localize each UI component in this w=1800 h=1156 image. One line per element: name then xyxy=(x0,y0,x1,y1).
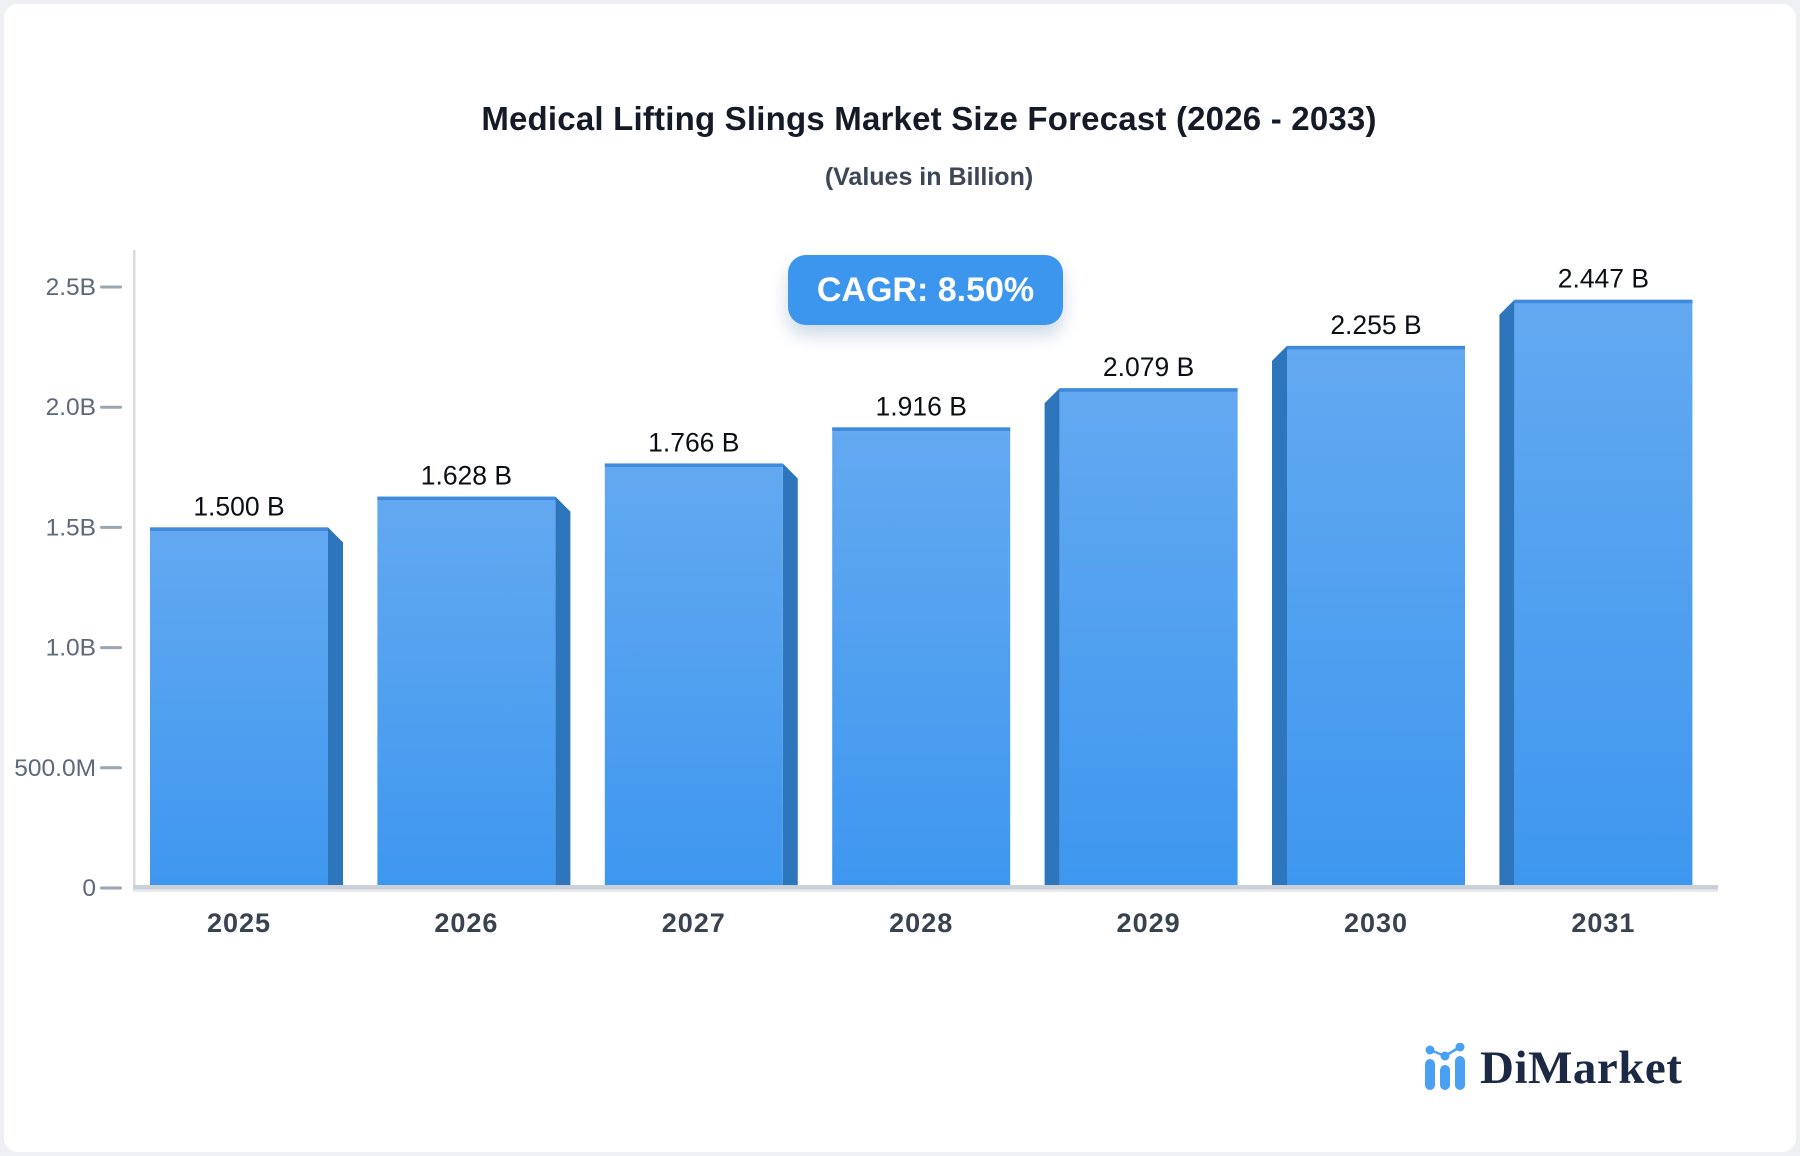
bar-value-label: 2.255 B xyxy=(1330,310,1421,340)
x-tick-label: 2025 xyxy=(207,908,271,938)
chart-canvas: 2.5B 2.0B 1.5B 1.0B 500.0M 0 1.500 B 2025 1.628 … xyxy=(4,4,1796,1152)
bar xyxy=(377,496,556,888)
y-tick-label: 1.0B xyxy=(46,635,96,662)
bar-value-label: 1.766 B xyxy=(648,427,739,457)
bar xyxy=(1287,345,1465,888)
dimarket-logo: DiMarket xyxy=(1422,1042,1682,1094)
x-tick-label: 2031 xyxy=(1571,908,1635,938)
y-tick-mark xyxy=(100,886,122,890)
bar-top-edge xyxy=(832,427,1011,431)
bar xyxy=(1059,388,1238,888)
y-axis-line xyxy=(133,250,136,889)
y-tick-label: 2.0B xyxy=(46,394,96,421)
x-tick-label: 2028 xyxy=(889,908,953,938)
bar-side-face xyxy=(555,496,571,888)
x-axis-line xyxy=(133,885,1718,890)
bar-top-edge xyxy=(377,496,556,501)
bar-top-edge xyxy=(1059,388,1238,392)
y-tick-mark xyxy=(100,646,122,650)
bar-side-face xyxy=(328,527,343,888)
bar-chart: 2.5B 2.0B 1.5B 1.0B 500.0M 0 1.500 B 2025 1.628 … xyxy=(14,250,1718,938)
bar xyxy=(1514,299,1693,888)
y-tick-mark xyxy=(100,525,122,529)
bar-value-label: 2.079 B xyxy=(1103,352,1194,382)
y-tick-label: 500.0M xyxy=(14,755,96,782)
x-tick-label: 2027 xyxy=(662,908,726,938)
bar-top-edge xyxy=(150,527,328,531)
bar-side-face xyxy=(1272,345,1287,888)
cagr-badge-label: CAGR: 8.50% xyxy=(816,270,1035,309)
bar-side-face xyxy=(782,463,798,888)
x-tick-label: 2029 xyxy=(1117,908,1181,938)
cagr-badge: CAGR: 8.50% xyxy=(788,255,1063,325)
bar-value-label: 1.916 B xyxy=(876,391,967,421)
y-tick-mark xyxy=(100,766,122,770)
bar-chart-icon xyxy=(1425,1043,1465,1090)
chart-subtitle: (Values in Billion) xyxy=(824,163,1034,191)
x-axis-shadow xyxy=(133,889,1718,892)
bar-side-face xyxy=(1499,299,1515,888)
y-tick-label: 1.5B xyxy=(46,514,96,541)
y-tick-mark xyxy=(100,405,122,409)
y-tick-label: 0 xyxy=(82,875,96,902)
x-tick-label: 2026 xyxy=(434,908,498,938)
bar-value-label: 1.628 B xyxy=(421,461,512,491)
bar-top-edge xyxy=(1287,345,1465,350)
bar-value-label: 2.447 B xyxy=(1558,264,1649,294)
bar-top-edge xyxy=(604,463,783,467)
y-tick-label: 2.5B xyxy=(46,274,96,301)
y-tick-mark xyxy=(100,285,122,289)
bar-top-edge xyxy=(1514,299,1693,304)
bar xyxy=(150,527,328,888)
bar xyxy=(832,427,1011,888)
chart-card: 2.5B 2.0B 1.5B 1.0B 500.0M 0 1.500 B 2025 1.628 … xyxy=(4,4,1796,1152)
dimarket-logo-text: DiMarket xyxy=(1480,1042,1683,1094)
bar-side-face xyxy=(1044,388,1060,888)
x-tick-label: 2030 xyxy=(1344,908,1408,938)
chart-title: Medical Lifting Slings Market Size Forec… xyxy=(481,100,1377,137)
bar xyxy=(604,463,783,888)
bar-value-label: 1.500 B xyxy=(193,491,284,521)
